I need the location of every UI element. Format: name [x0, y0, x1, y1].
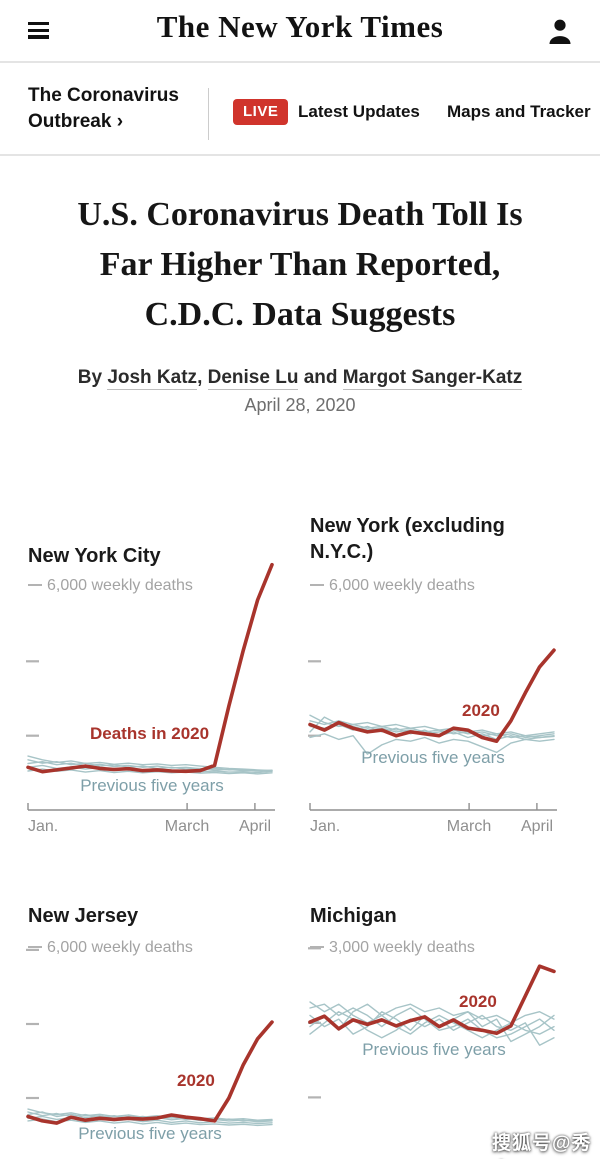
series-label-2020-ny-excl: 2020 [462, 701, 500, 720]
y-axis-label-michigan: 3,000 weekly deaths [310, 939, 475, 957]
series-label-previous-years-nj: Previous five years [78, 1124, 222, 1143]
chart-new-york-city [26, 562, 275, 811]
y-axis-tick-icon [28, 945, 42, 948]
series-label-deaths-2020-nyc: Deaths in 2020 [90, 724, 210, 743]
x-axis-labels-nyc: Jan. March April [28, 818, 271, 835]
chart-title-michigan: Michigan [310, 905, 397, 927]
nyt-logo[interactable]: The New York Times [156, 9, 444, 44]
y-axis-tick-icon [310, 583, 324, 586]
person-icon [549, 19, 571, 44]
topic-link-coronavirus-outbreak[interactable]: The Coronavirus Outbreak › [28, 83, 203, 135]
topic-bar-divider [208, 88, 209, 140]
headline-line-3: C.D.C. Data Suggests [144, 296, 456, 333]
x-axis-labels-ny-excl: Jan. March April [310, 818, 553, 835]
topic-bar-bottom-divider [0, 154, 600, 156]
chart-michigan [308, 947, 556, 1099]
author-link-denise-lu[interactable]: Denise Lu [207, 367, 299, 390]
series-label-2020-nj: 2020 [177, 1071, 215, 1090]
y-axis-label-ny-excl: 6,000 weekly deaths [310, 577, 475, 595]
link-latest-updates[interactable]: Latest Updates [298, 102, 420, 121]
article-headline: U.S. Coronavirus Death Toll Is Far Highe… [10, 190, 590, 340]
header-divider [0, 61, 600, 63]
byline-sep: and [298, 367, 343, 388]
chart-new-jersey [26, 948, 274, 1127]
headline-line-2: Far Higher Than Reported, [99, 246, 501, 283]
account-icon[interactable] [548, 19, 572, 45]
y-axis-label-nyc: 6,000 weekly deaths [28, 577, 193, 595]
chart-title-new-york-city: New York City [28, 545, 161, 567]
y-axis-tick-icon [310, 945, 324, 948]
chart-title-new-york-excl-nyc: New York (excluding N.Y.C.) [310, 515, 505, 563]
menu-icon[interactable] [28, 22, 49, 39]
topic-title-text: The Coronavirus Outbreak [28, 85, 179, 132]
article-date: April 28, 2020 [244, 395, 356, 415]
byline-prefix: By [77, 367, 108, 388]
author-link-margot-sanger-katz[interactable]: Margot Sanger-Katz [342, 367, 523, 390]
y-axis-label-nj: 6,000 weekly deaths [28, 939, 193, 957]
chart-new-york-excl-nyc [308, 648, 557, 811]
series-label-previous-years-ny-excl: Previous five years [361, 748, 505, 767]
series-label-previous-years-michigan: Previous five years [362, 1040, 506, 1059]
live-badge[interactable]: LIVE [233, 99, 289, 125]
watermark: 搜狐号@秀点 [492, 1133, 592, 1154]
y-axis-tick-icon [28, 583, 42, 586]
byline-sep: , [197, 367, 208, 388]
byline: By Josh Katz, Denise Lu and Margot Sange… [0, 367, 600, 390]
series-label-previous-years-nyc: Previous five years [80, 776, 224, 795]
chevron-right-icon: › [116, 111, 124, 132]
series-label-2020-michigan: 2020 [459, 992, 497, 1011]
headline-line-1: U.S. Coronavirus Death Toll Is [77, 196, 523, 233]
chart-title-new-jersey: New Jersey [28, 905, 139, 927]
link-maps-and-tracker[interactable]: Maps and Tracker [447, 102, 591, 121]
author-link-josh-katz[interactable]: Josh Katz [107, 367, 198, 390]
